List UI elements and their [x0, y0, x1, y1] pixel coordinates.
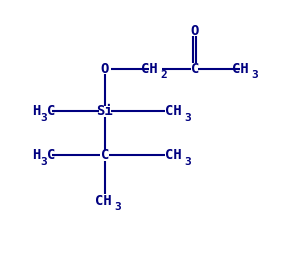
Text: 3: 3: [184, 113, 191, 123]
Text: CH: CH: [95, 194, 112, 208]
Text: H: H: [32, 148, 41, 162]
Text: 3: 3: [114, 202, 121, 212]
Text: 2: 2: [160, 70, 167, 80]
Text: 3: 3: [252, 70, 258, 80]
Text: CH: CH: [165, 148, 182, 162]
Text: CH: CH: [165, 104, 182, 118]
Text: O: O: [101, 62, 109, 76]
Text: 3: 3: [41, 157, 47, 167]
Text: CH: CH: [141, 62, 158, 76]
Text: C: C: [47, 104, 55, 118]
Text: C: C: [47, 148, 55, 162]
Text: CH: CH: [232, 62, 249, 76]
Text: 3: 3: [184, 157, 191, 167]
Text: 3: 3: [41, 113, 47, 123]
Text: Si: Si: [96, 104, 113, 118]
Text: C: C: [101, 148, 109, 162]
Text: C: C: [191, 62, 199, 76]
Text: O: O: [191, 24, 199, 38]
Text: H: H: [32, 104, 41, 118]
